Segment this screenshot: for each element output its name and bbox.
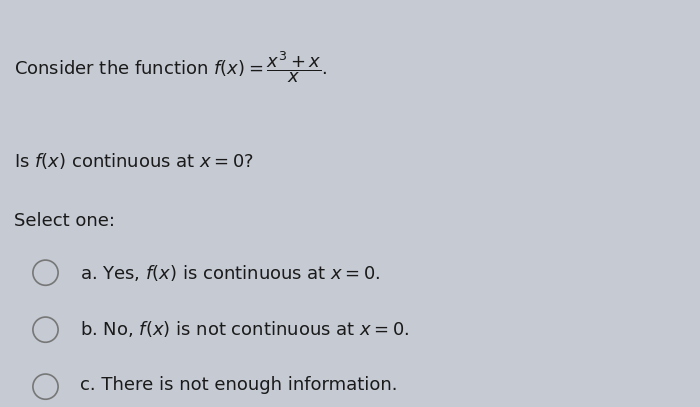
Text: Select one:: Select one:: [14, 212, 115, 230]
Text: b. No, $f(x)$ is not continuous at $x = 0.$: b. No, $f(x)$ is not continuous at $x = …: [80, 319, 410, 339]
Text: Consider the function $f(x) = \dfrac{x^3 + x}{x}.$: Consider the function $f(x) = \dfrac{x^3…: [14, 49, 328, 85]
Text: Is $f(x)$ continuous at $x = 0$?: Is $f(x)$ continuous at $x = 0$?: [14, 151, 254, 171]
Text: c. There is not enough information.: c. There is not enough information.: [80, 376, 398, 394]
Text: a. Yes, $f(x)$ is continuous at $x = 0.$: a. Yes, $f(x)$ is continuous at $x = 0.$: [80, 263, 382, 282]
